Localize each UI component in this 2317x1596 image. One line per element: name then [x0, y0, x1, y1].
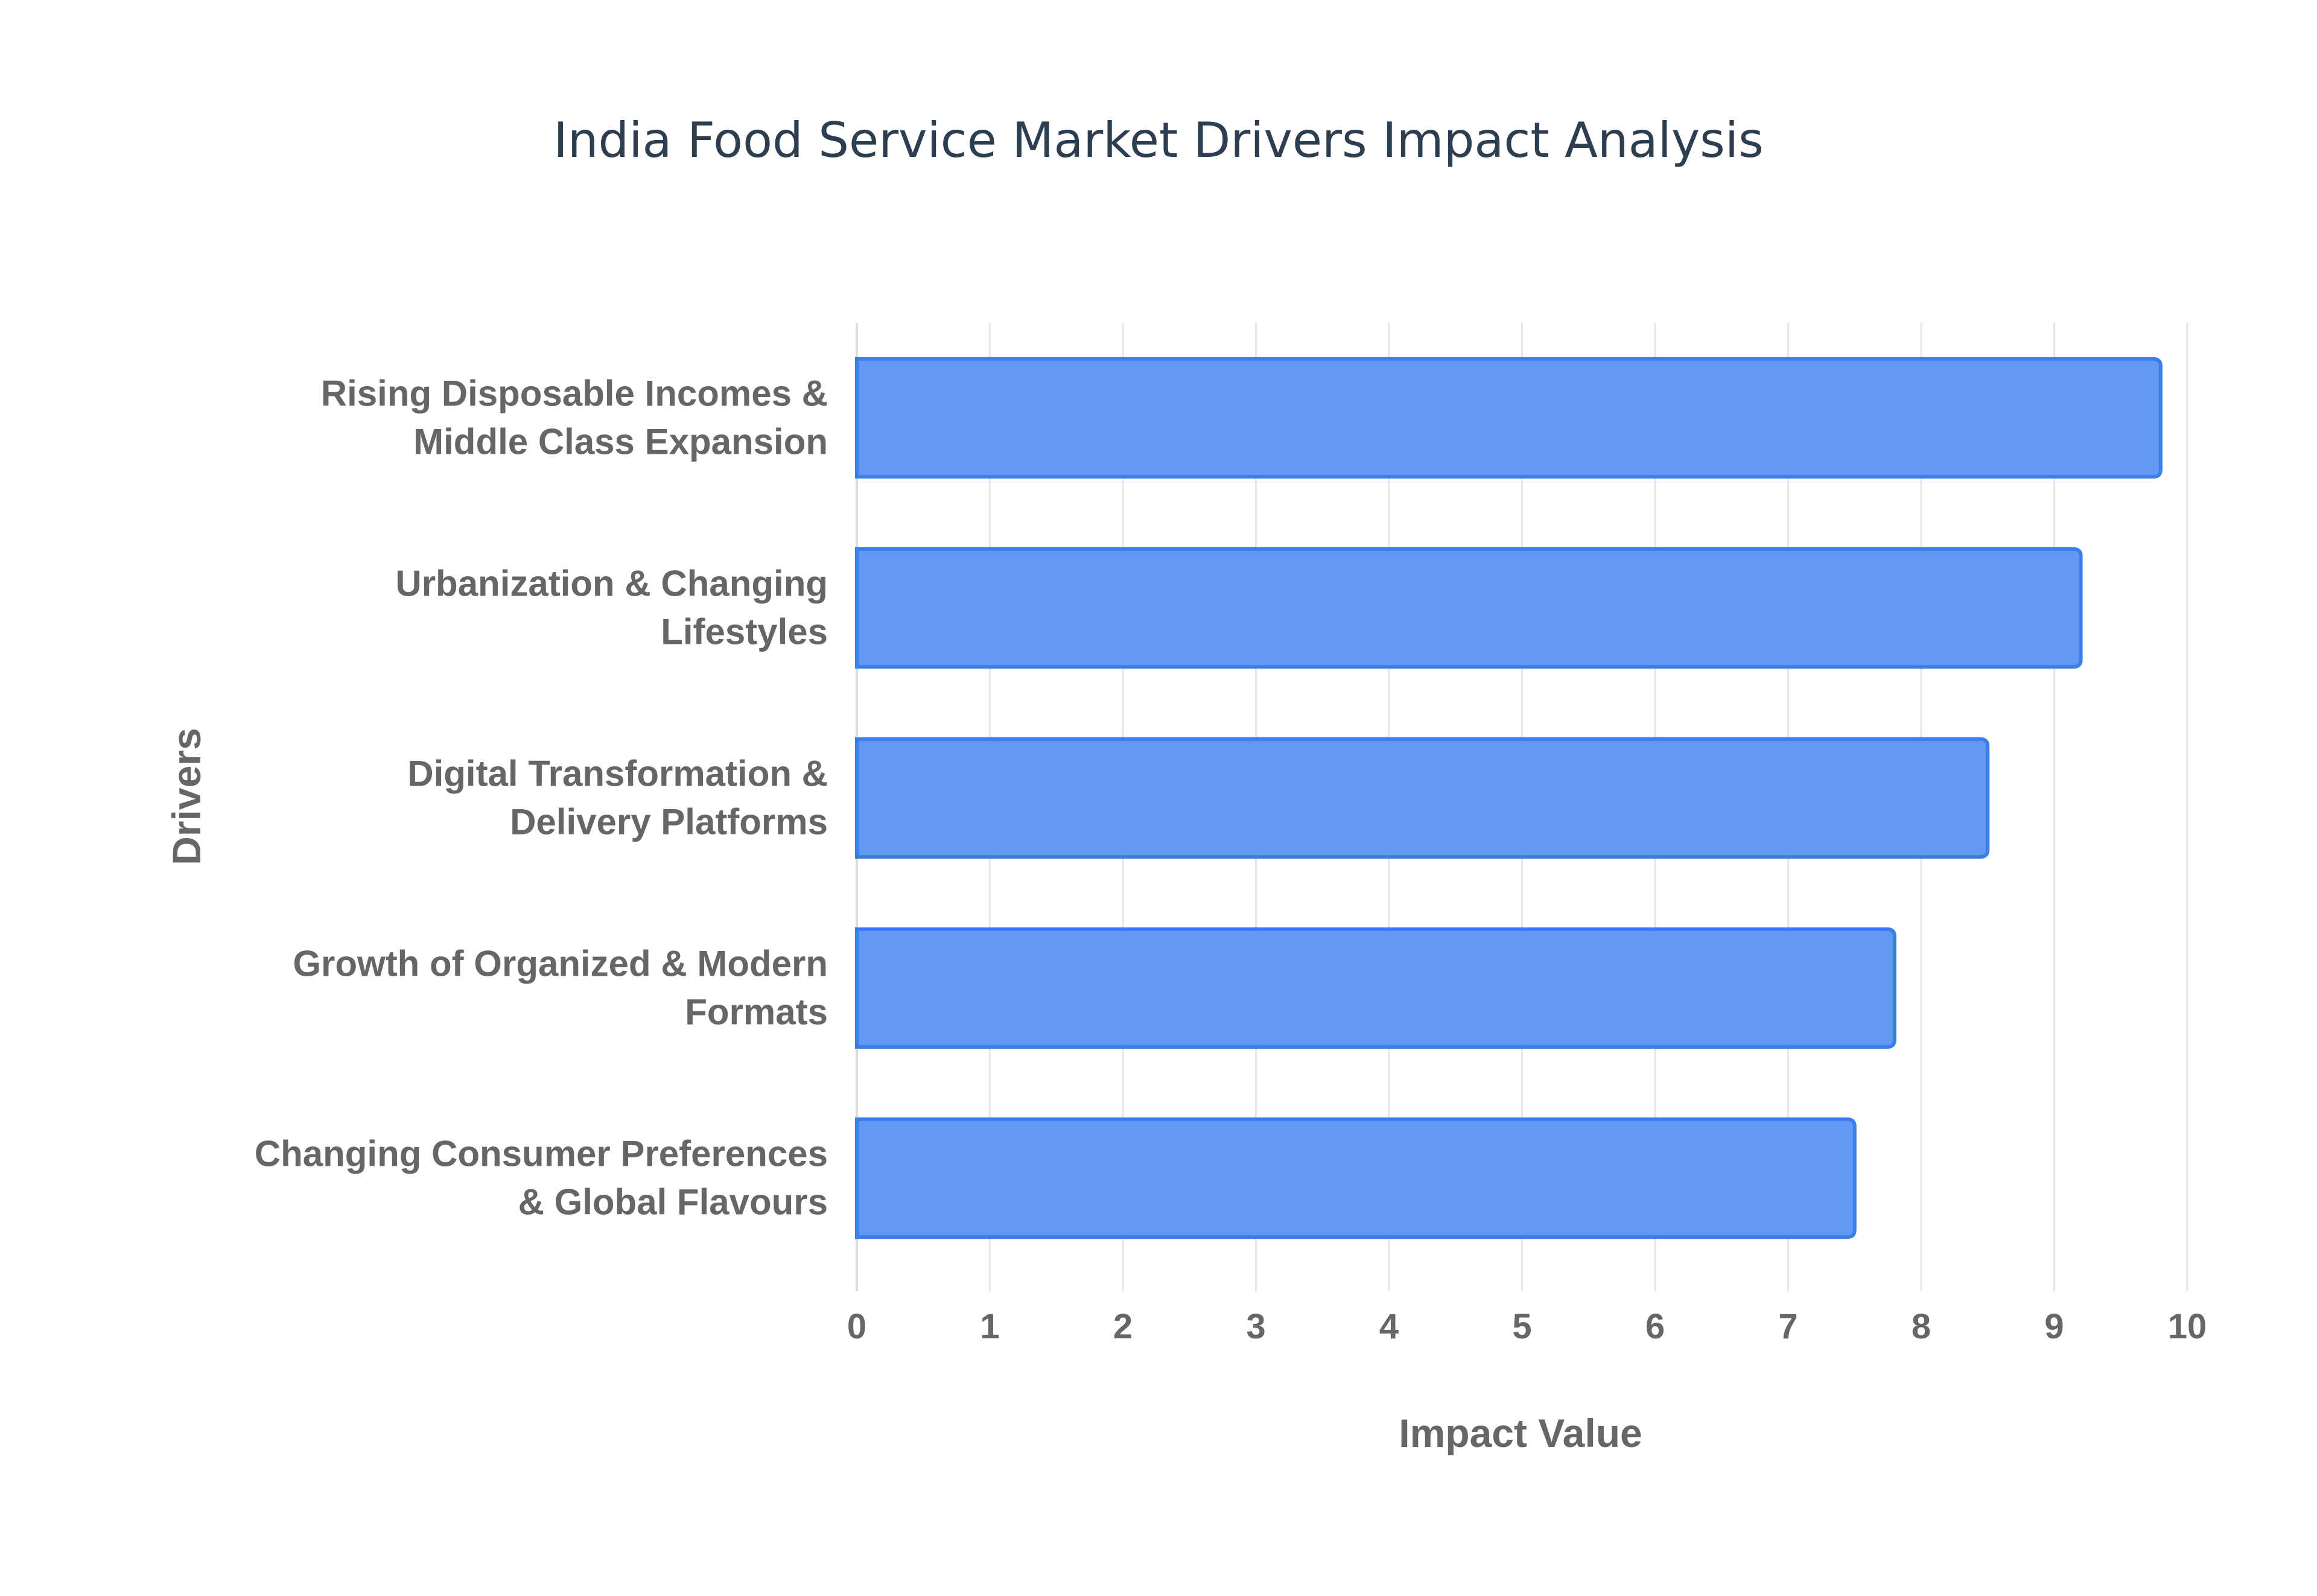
x-tick-label: 2: [1113, 1307, 1133, 1346]
category-label: Digital Transformation & Delivery Platfor…: [407, 754, 828, 842]
category-label: Rising Disposable Incomes & Middle Class …: [321, 374, 828, 462]
x-tick-label: 4: [1379, 1307, 1399, 1346]
bar[interactable]: [855, 1117, 1857, 1239]
bar[interactable]: [855, 357, 2163, 479]
category-labels: Rising Disposable Incomes & Middle Class …: [255, 374, 828, 1222]
x-tick-label: 0: [847, 1307, 866, 1346]
chart-title: India Food Service Market Drivers Impact…: [553, 112, 1764, 168]
category-label: Growth of Organized & Modern Formats: [293, 944, 828, 1032]
x-tick-label: 1: [980, 1307, 999, 1346]
y-axis-title: Drivers: [164, 728, 209, 865]
x-tick-label: 6: [1645, 1307, 1665, 1346]
x-tick-labels: 0 1 2 3 4 5 6 7 8 9 10: [847, 1307, 2207, 1346]
x-tick-label: 8: [1912, 1307, 1931, 1346]
x-tick-label: 5: [1512, 1307, 1531, 1346]
category-label: Changing Consumer Preferences & Global Fl…: [255, 1134, 828, 1222]
bar[interactable]: [855, 737, 1990, 859]
x-tick-label: 7: [1778, 1307, 1797, 1346]
category-label: Urbanization & Changing Lifestyles: [395, 564, 828, 652]
x-tick-label: 9: [2044, 1307, 2064, 1346]
x-tick-label: 3: [1246, 1307, 1265, 1346]
x-axis-title: Impact Value: [1399, 1411, 1642, 1455]
bars: [855, 357, 2163, 1239]
bar[interactable]: [855, 547, 2083, 669]
bar[interactable]: [855, 927, 1896, 1049]
x-tick-label: 10: [2168, 1307, 2207, 1346]
